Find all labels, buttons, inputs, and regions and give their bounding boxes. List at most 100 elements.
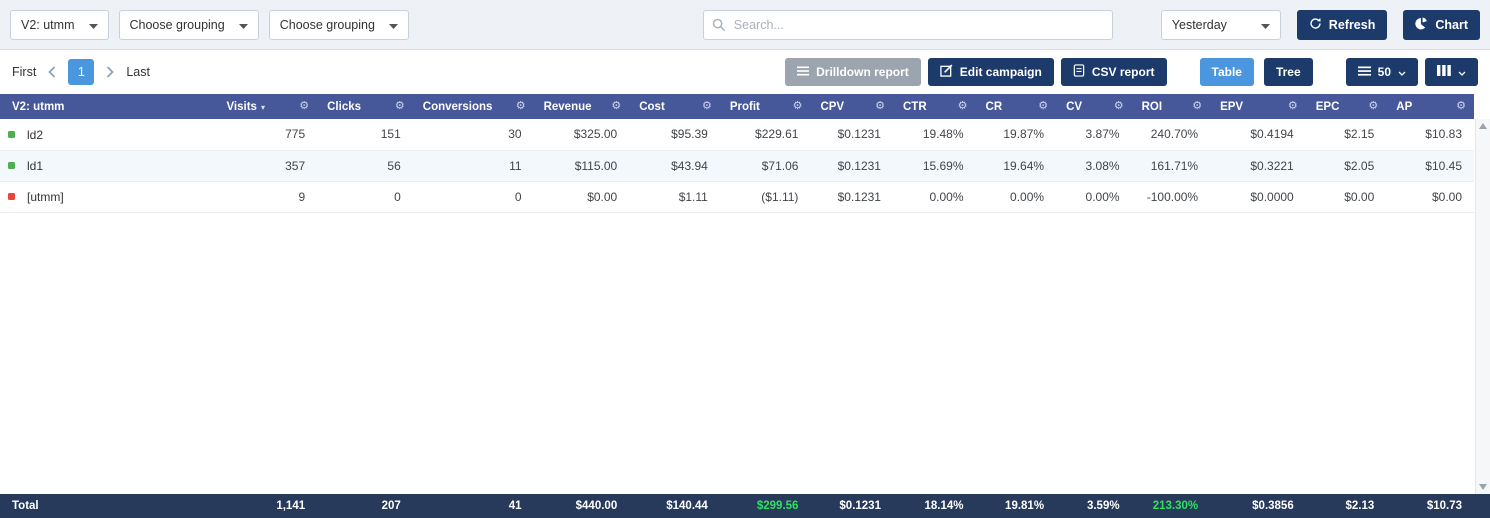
cell: 9 — [216, 181, 318, 213]
column-label: ROI — [1141, 100, 1163, 113]
cell: $229.61 — [719, 119, 811, 151]
gear-icon[interactable]: ⚙ — [1368, 100, 1379, 112]
search-input[interactable] — [702, 9, 1113, 40]
cell: $115.00 — [533, 150, 630, 182]
gear-icon[interactable]: ⚙ — [792, 100, 803, 112]
drilldown-report-button[interactable]: Drilldown report — [785, 58, 921, 86]
column-header-epv[interactable]: EPV ⚙ — [1210, 94, 1306, 119]
drilldown-label: Drilldown report — [816, 65, 909, 79]
cell: $0.4194 — [1210, 119, 1306, 151]
sub-toolbar: First 1 Last Drilldown report Edit campa… — [0, 50, 1490, 94]
cell: $71.06 — [719, 150, 811, 182]
chart-label: Chart — [1435, 17, 1468, 32]
edit-icon — [940, 64, 953, 80]
table-row[interactable]: ld2 775 151 30 $325.00 $95.39 $229.61 $0.1231 19… — [0, 119, 1474, 151]
cell: 19.48% — [892, 119, 976, 151]
total-cell: 18.14% — [892, 494, 976, 518]
refresh-button[interactable]: Refresh — [1296, 9, 1388, 40]
column-header-profit[interactable]: Profit ⚙ — [719, 94, 811, 119]
cell: 19.64% — [975, 150, 1057, 182]
gear-icon[interactable]: ⚙ — [1113, 100, 1124, 112]
gear-icon[interactable]: ⚙ — [875, 100, 885, 112]
pagination-page-1[interactable]: 1 — [68, 59, 95, 85]
column-header-epc[interactable]: EPC ⚙ — [1305, 94, 1387, 119]
column-header-cv[interactable]: CV ⚙ — [1056, 94, 1132, 119]
column-header-ctr[interactable]: CTR ⚙ — [892, 94, 976, 119]
edit-campaign-button[interactable]: Edit campaign — [927, 58, 1054, 86]
table-row[interactable]: [utmm] 9 0 0 $0.00 $1.11 ($1.11) $0.1231 0.00% 0.… — [0, 181, 1474, 213]
column-header-clicks[interactable]: Clicks ⚙ — [317, 94, 413, 119]
table-view-button[interactable]: Table — [1199, 58, 1254, 86]
column-header-cost[interactable]: Cost ⚙ — [629, 94, 720, 119]
column-label: CV — [1066, 100, 1083, 113]
date-range-value: Yesterday — [1171, 17, 1227, 32]
total-cell: $140.44 — [629, 494, 720, 518]
cell: 0 — [317, 181, 413, 213]
gear-icon[interactable]: ⚙ — [957, 100, 968, 112]
gear-icon[interactable]: ⚙ — [701, 100, 712, 112]
grouping-select-2[interactable]: Choose grouping — [268, 9, 409, 40]
vertical-scrollbar[interactable] — [1475, 119, 1490, 494]
chevron-down-icon — [1458, 65, 1466, 79]
column-header-name[interactable]: V2: utmm — [0, 94, 217, 119]
column-header-cpv[interactable]: CPV ⚙ — [810, 94, 893, 119]
top-toolbar: V2: utmm Choose grouping Choose grouping… — [0, 0, 1490, 50]
csv-report-button[interactable]: CSV report — [1060, 58, 1167, 86]
cell: 3.08% — [1056, 150, 1132, 182]
gear-icon[interactable]: ⚙ — [1456, 100, 1466, 112]
cell: 240.70% — [1131, 119, 1211, 151]
cell: 161.71% — [1131, 150, 1211, 182]
column-header-revenue[interactable]: Revenue ⚙ — [533, 94, 630, 119]
column-label: EPV — [1220, 100, 1244, 113]
table-view-label: Table — [1211, 65, 1242, 79]
total-cell: $2.13 — [1305, 494, 1387, 518]
gear-icon[interactable]: ⚙ — [299, 100, 310, 112]
refresh-label: Refresh — [1328, 17, 1376, 32]
pagination-first[interactable]: First — [12, 65, 37, 79]
columns-button[interactable] — [1425, 58, 1478, 86]
cell: $0.3221 — [1210, 150, 1306, 182]
gear-icon[interactable]: ⚙ — [611, 100, 622, 112]
column-header-visits[interactable]: Visits ▾ ⚙ — [216, 94, 318, 119]
chart-button[interactable]: Chart — [1403, 9, 1480, 40]
cell: $0.1231 — [810, 119, 893, 151]
rows-per-page-button[interactable]: 50 — [1345, 58, 1418, 86]
column-label: CTR — [902, 100, 927, 113]
column-header-conversions[interactable]: Conversions ⚙ — [412, 94, 534, 119]
grouping-select-1[interactable]: Choose grouping — [118, 9, 259, 40]
column-label: Profit — [729, 100, 760, 113]
scroll-down-icon[interactable] — [1479, 484, 1487, 490]
gear-icon[interactable]: ⚙ — [394, 100, 405, 112]
cell: -100.00% — [1131, 181, 1211, 213]
tree-view-button[interactable]: Tree — [1263, 58, 1313, 86]
pie-chart-icon — [1415, 16, 1428, 33]
cell: 0 — [412, 181, 534, 213]
total-bar: Total 1,141 207 41 $440.00 $140.44 $299.56 $0.1… — [0, 494, 1490, 518]
cell: 3.87% — [1056, 119, 1132, 151]
campaign-filter-select[interactable]: V2: utmm — [10, 9, 109, 40]
total-cell: 19.81% — [975, 494, 1057, 518]
sort-caret-icon: ▾ — [260, 102, 265, 112]
cell: $0.00 — [1386, 181, 1474, 213]
column-header-roi[interactable]: ROI ⚙ — [1131, 94, 1211, 119]
report-actions: Drilldown report Edit campaign CSV repor… — [785, 58, 1478, 86]
date-range-select[interactable]: Yesterday — [1160, 9, 1281, 40]
scroll-up-icon[interactable] — [1479, 123, 1487, 129]
column-header-ap[interactable]: AP ⚙ — [1386, 94, 1474, 119]
refresh-icon — [1309, 17, 1322, 33]
chevron-left-icon[interactable] — [46, 66, 58, 78]
table-row[interactable]: ld1 357 56 11 $115.00 $43.94 $71.06 $0.1231 15.6… — [0, 150, 1474, 182]
column-label: Visits ▾ — [226, 100, 265, 113]
gear-icon[interactable]: ⚙ — [515, 100, 526, 112]
gear-icon[interactable]: ⚙ — [1038, 100, 1049, 112]
column-header-cr[interactable]: CR ⚙ — [975, 94, 1057, 119]
column-label: Revenue — [543, 100, 592, 113]
gear-icon[interactable]: ⚙ — [1287, 100, 1298, 112]
gear-icon[interactable]: ⚙ — [1192, 100, 1203, 112]
search-box — [702, 9, 1113, 40]
cell: 775 — [216, 119, 318, 151]
cell: 357 — [216, 150, 318, 182]
column-label: Conversions — [422, 100, 493, 113]
chevron-right-icon[interactable] — [104, 66, 116, 78]
pagination-last[interactable]: Last — [126, 65, 150, 79]
